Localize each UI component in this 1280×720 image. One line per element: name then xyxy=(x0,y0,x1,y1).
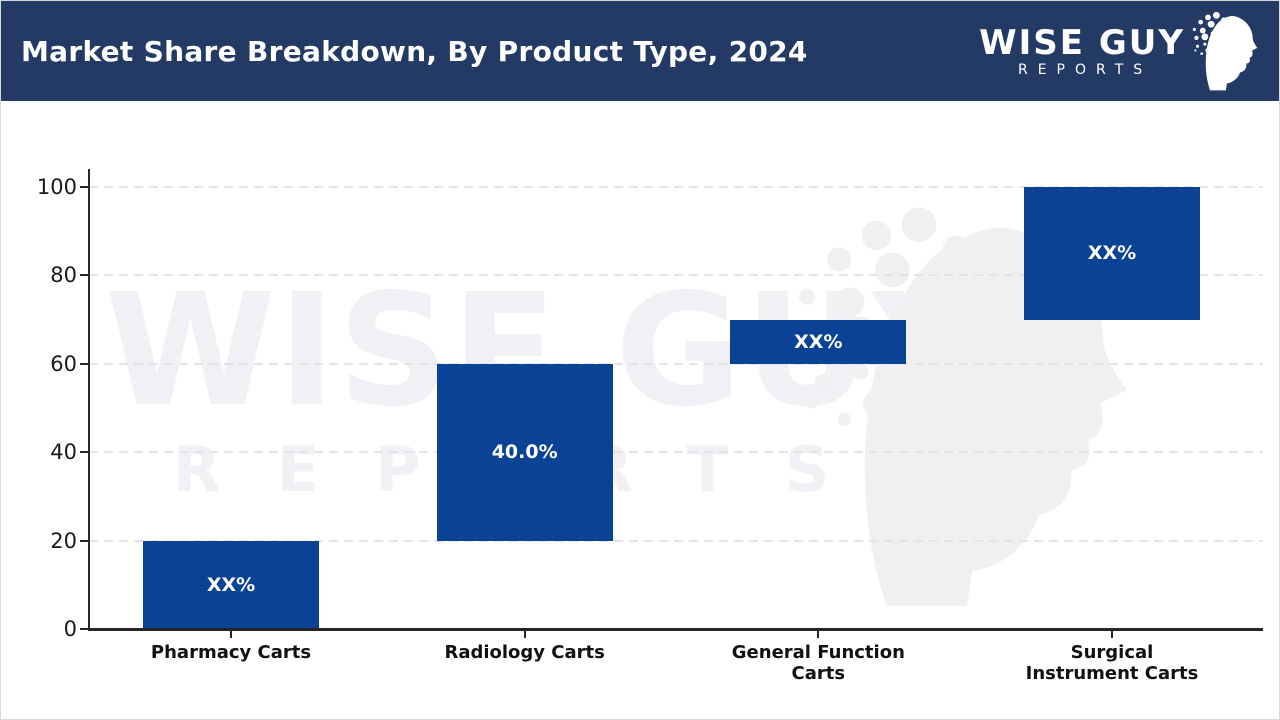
bar-label-surgical-instrument-carts: XX% xyxy=(1087,242,1137,265)
logo-wordmark: WISE GUY xyxy=(979,22,1185,63)
gridline-60 xyxy=(89,362,1263,365)
bar-label-radiology-carts: 40.0% xyxy=(491,441,558,464)
y-tick-100 xyxy=(80,186,89,188)
y-axis-spine xyxy=(88,169,90,631)
x-tick-label-pharmacy-carts: Pharmacy Carts xyxy=(150,642,312,663)
x-tick-radiology-carts xyxy=(523,630,526,638)
bar-label-pharmacy-carts: XX% xyxy=(206,573,256,596)
wiseguy-face-icon xyxy=(1192,11,1258,91)
logo-reports-text: REPORTS xyxy=(1017,61,1153,78)
y-tick-label-40: 40 xyxy=(50,440,77,465)
bar-pharmacy-carts xyxy=(143,540,319,629)
x-tick-label-surgical-instrument-carts: Surgical Instrument Carts xyxy=(1025,642,1199,684)
y-tick-label-0: 0 xyxy=(63,617,77,641)
y-tick-label-80: 80 xyxy=(50,263,77,288)
wiseguy-logo-text: WISE GUY REPORTS xyxy=(979,26,1185,77)
x-axis-spine xyxy=(88,628,1263,631)
gridline-100 xyxy=(89,186,1263,188)
y-tick-label-20: 20 xyxy=(50,528,77,553)
x-tick-label-general-function-carts: General Function Carts xyxy=(731,642,905,684)
header-bar: Market Share Breakdown, By Product Type,… xyxy=(1,1,1279,101)
y-tick-80 xyxy=(80,274,89,277)
gridline-80 xyxy=(89,274,1263,277)
x-tick-label-radiology-carts: Radiology Carts xyxy=(444,642,605,663)
gridline-40 xyxy=(89,451,1263,454)
wiseguy-logo: WISE GUY REPORTS xyxy=(979,9,1271,93)
y-tick-0 xyxy=(80,628,89,630)
y-tick-60 xyxy=(80,362,89,365)
y-tick-label-60: 60 xyxy=(50,351,77,376)
y-tick-40 xyxy=(80,451,89,454)
x-tick-general-function-carts xyxy=(817,630,820,638)
bar-radiology-carts xyxy=(436,363,613,541)
y-tick-20 xyxy=(80,539,89,542)
x-tick-pharmacy-carts xyxy=(230,630,232,638)
y-tick-label-100: 100 xyxy=(36,175,77,199)
page-title: Market Share Breakdown, By Product Type,… xyxy=(21,34,808,68)
gridline-20 xyxy=(89,539,1263,542)
bar-label-general-function-carts: XX% xyxy=(794,330,843,353)
x-tick-surgical-instrument-carts xyxy=(1111,630,1113,638)
